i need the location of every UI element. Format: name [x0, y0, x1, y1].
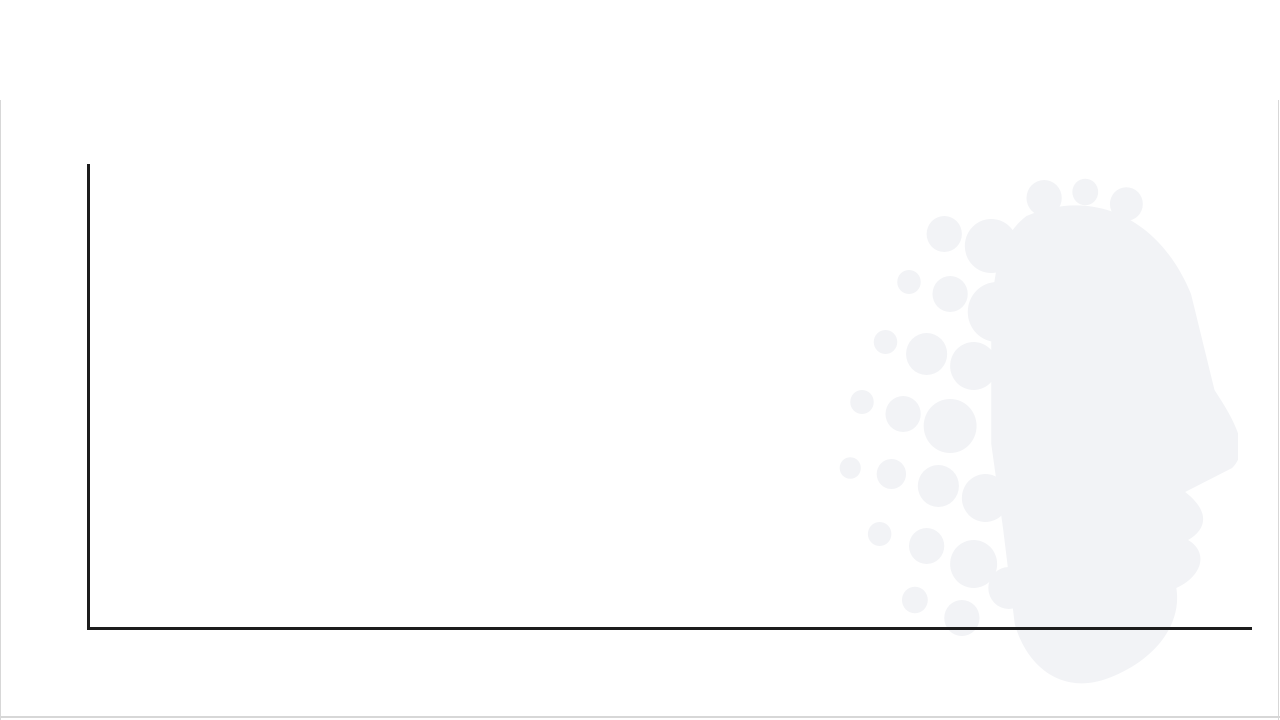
header [0, 0, 1280, 100]
frame-border-right [1278, 100, 1279, 720]
bar-chart [0, 100, 1280, 720]
x-axis-line [87, 627, 1252, 630]
logo-head-icon [1208, 9, 1269, 84]
frame-border-bottom [0, 716, 1280, 718]
frame-border-left [0, 100, 1, 720]
y-axis-line [87, 164, 90, 629]
wise-guy-reports-logo [1208, 9, 1269, 84]
